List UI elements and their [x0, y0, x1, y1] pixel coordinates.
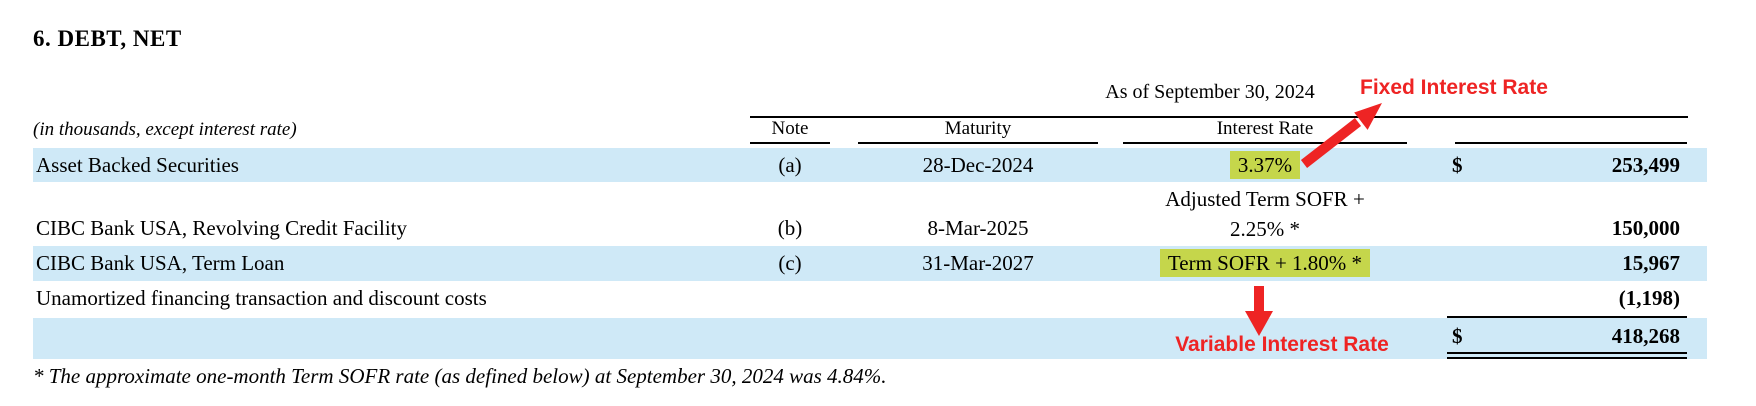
row-amount-asset-backed: 253,499 — [1611, 153, 1680, 177]
column-header-interest-rate: Interest Rate — [1216, 118, 1314, 139]
total-amount: 418,268 — [1611, 324, 1680, 348]
row-band-total — [33, 318, 1707, 359]
maturity-column-rule — [858, 142, 1098, 144]
total-double-rule — [1447, 352, 1687, 359]
row-amount-unamortized: (1,198) — [1618, 286, 1680, 310]
row-note-asset-backed: (a) — [778, 153, 802, 177]
period-header: As of September 30, 2024 — [1105, 81, 1315, 103]
variable-rate-highlight: Term SOFR + 1.80% * — [1159, 249, 1371, 277]
section-title: 6. DEBT, NET — [33, 26, 182, 51]
fixed-rate-arrow-icon — [1300, 103, 1382, 168]
column-header-note: Note — [771, 118, 809, 139]
footnote: * The approximate one-month Term SOFR ra… — [33, 364, 887, 388]
fixed-interest-rate-annotation: Fixed Interest Rate — [1360, 76, 1548, 99]
row-label-term-loan: CIBC Bank USA, Term Loan — [36, 251, 285, 275]
amount-column-rule — [1455, 142, 1687, 144]
row-maturity-term-loan: 31-Mar-2027 — [922, 251, 1034, 275]
interest-line-1: Adjusted Term SOFR + — [1165, 187, 1365, 211]
row-maturity-revolver: 8-Mar-2025 — [927, 216, 1029, 240]
row-interest-asset-backed: 3.37% — [1123, 151, 1407, 179]
row-interest-revolver: Adjusted Term SOFR + 2.25% * — [1123, 184, 1407, 244]
column-header-maturity: Maturity — [944, 118, 1012, 139]
row-interest-term-loan: Term SOFR + 1.80% * — [1123, 249, 1407, 277]
row-amount-term-loan: 15,967 — [1622, 251, 1680, 275]
subtotal-rule — [1447, 316, 1687, 318]
row-amount-revolver: 150,000 — [1611, 216, 1680, 240]
interest-column-rule — [1123, 142, 1407, 144]
currency-symbol: $ — [1452, 153, 1463, 177]
row-band-term-loan — [33, 246, 1707, 281]
total-currency-symbol: $ — [1452, 324, 1463, 348]
interest-line-2: 2.25% * — [1230, 217, 1300, 241]
fixed-rate-highlight: 3.37% — [1229, 151, 1301, 179]
row-band-asset-backed — [33, 148, 1707, 182]
row-label-unamortized: Unamortized financing transaction and di… — [36, 286, 487, 310]
row-note-revolver: (b) — [777, 216, 803, 240]
row-maturity-asset-backed: 28-Dec-2024 — [922, 153, 1034, 177]
units-note: (in thousands, except interest rate) — [33, 119, 297, 140]
row-label-revolver: CIBC Bank USA, Revolving Credit Facility — [36, 216, 407, 240]
row-label-asset-backed: Asset Backed Securities — [36, 153, 239, 177]
variable-rate-arrow-icon — [1245, 286, 1273, 336]
period-header-rule — [750, 116, 1688, 118]
row-note-term-loan: (c) — [778, 251, 802, 275]
note-column-rule — [750, 142, 830, 144]
variable-interest-rate-annotation: Variable Interest Rate — [1175, 333, 1389, 356]
